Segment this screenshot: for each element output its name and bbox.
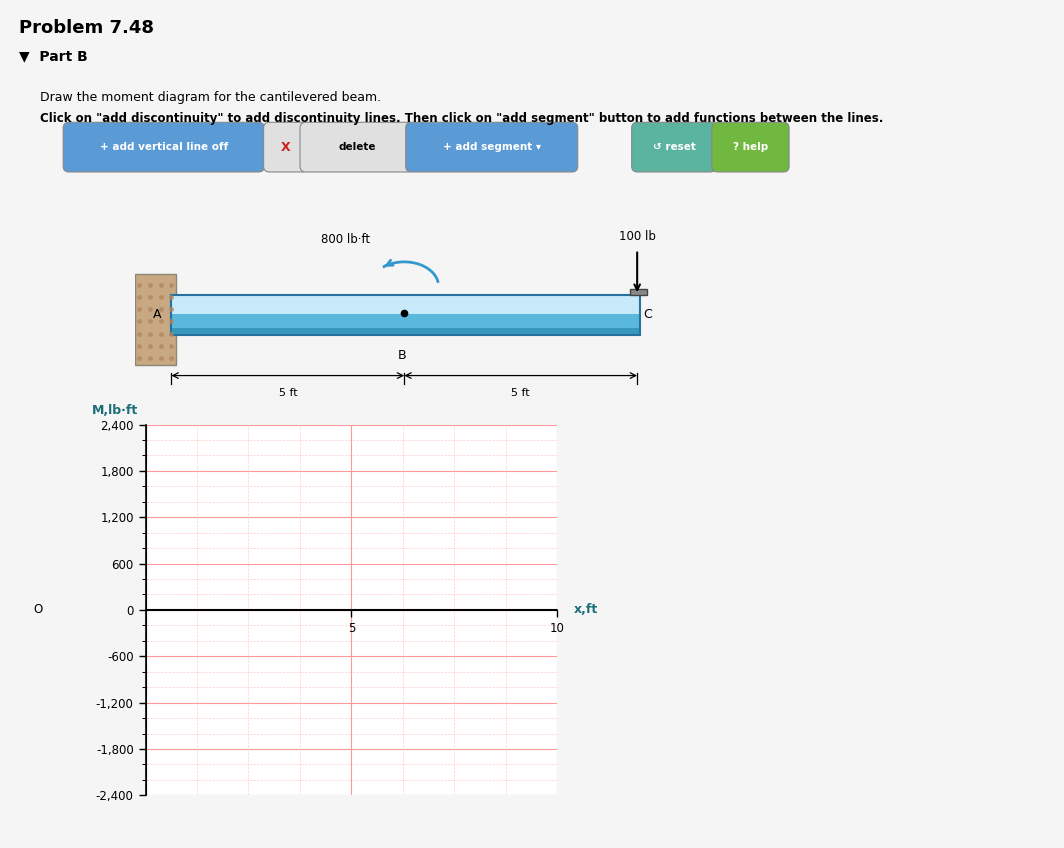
Bar bbox=[171, 328, 639, 335]
Text: X: X bbox=[281, 141, 290, 153]
Text: + add segment ▾: + add segment ▾ bbox=[443, 142, 541, 152]
Text: A: A bbox=[153, 308, 162, 321]
Text: + add vertical line off: + add vertical line off bbox=[100, 142, 228, 152]
Text: ? help: ? help bbox=[733, 142, 768, 152]
Text: Draw the moment diagram for the cantilevered beam.: Draw the moment diagram for the cantilev… bbox=[40, 91, 382, 103]
Text: 5 ft: 5 ft bbox=[279, 388, 297, 398]
Text: O: O bbox=[33, 604, 43, 616]
Text: 5 ft: 5 ft bbox=[512, 388, 530, 398]
Bar bbox=[171, 315, 639, 328]
FancyBboxPatch shape bbox=[63, 122, 264, 172]
FancyBboxPatch shape bbox=[405, 122, 578, 172]
Text: x,ft: x,ft bbox=[573, 604, 598, 616]
Bar bbox=[171, 295, 639, 315]
Text: 100 lb: 100 lb bbox=[619, 230, 655, 243]
Text: M,lb·ft: M,lb·ft bbox=[92, 404, 138, 417]
Bar bbox=[171, 295, 639, 335]
Bar bbox=[134, 274, 177, 365]
Text: Click on "add discontinuity" to add discontinuity lines. Then click on "add segm: Click on "add discontinuity" to add disc… bbox=[40, 112, 884, 125]
Text: B: B bbox=[398, 349, 406, 362]
FancyBboxPatch shape bbox=[300, 122, 414, 172]
Text: ▼  Part B: ▼ Part B bbox=[19, 49, 88, 64]
Text: delete: delete bbox=[338, 142, 376, 152]
Text: Problem 7.48: Problem 7.48 bbox=[19, 19, 154, 36]
Text: 800 lb·ft: 800 lb·ft bbox=[321, 233, 370, 246]
FancyBboxPatch shape bbox=[712, 122, 789, 172]
Bar bbox=[630, 289, 647, 295]
Text: ↺ reset: ↺ reset bbox=[652, 142, 696, 152]
Text: C: C bbox=[644, 308, 652, 321]
FancyBboxPatch shape bbox=[632, 122, 716, 172]
FancyBboxPatch shape bbox=[264, 122, 309, 172]
